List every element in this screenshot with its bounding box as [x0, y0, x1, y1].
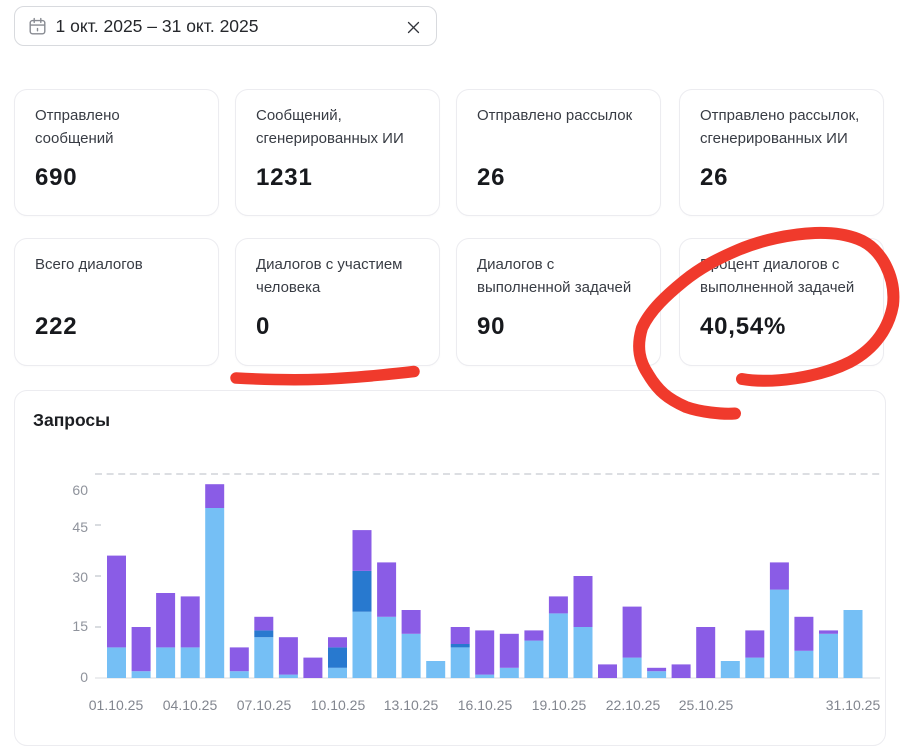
svg-text:01.10.25: 01.10.25 — [89, 697, 144, 713]
svg-text:25.10.25: 25.10.25 — [679, 697, 734, 713]
svg-text:10.10.25: 10.10.25 — [311, 697, 366, 713]
svg-text:07.10.25: 07.10.25 — [237, 697, 292, 713]
svg-text:15: 15 — [72, 618, 88, 634]
svg-text:19.10.25: 19.10.25 — [532, 697, 587, 713]
svg-text:13.10.25: 13.10.25 — [384, 697, 439, 713]
svg-text:04.10.25: 04.10.25 — [163, 697, 218, 713]
svg-text:16.10.25: 16.10.25 — [458, 697, 513, 713]
svg-text:30: 30 — [72, 569, 88, 585]
svg-text:45: 45 — [72, 519, 88, 535]
svg-text:31.10.25: 31.10.25 — [826, 697, 881, 713]
svg-text:60: 60 — [72, 482, 88, 498]
svg-text:0: 0 — [80, 669, 88, 685]
svg-text:22.10.25: 22.10.25 — [606, 697, 661, 713]
